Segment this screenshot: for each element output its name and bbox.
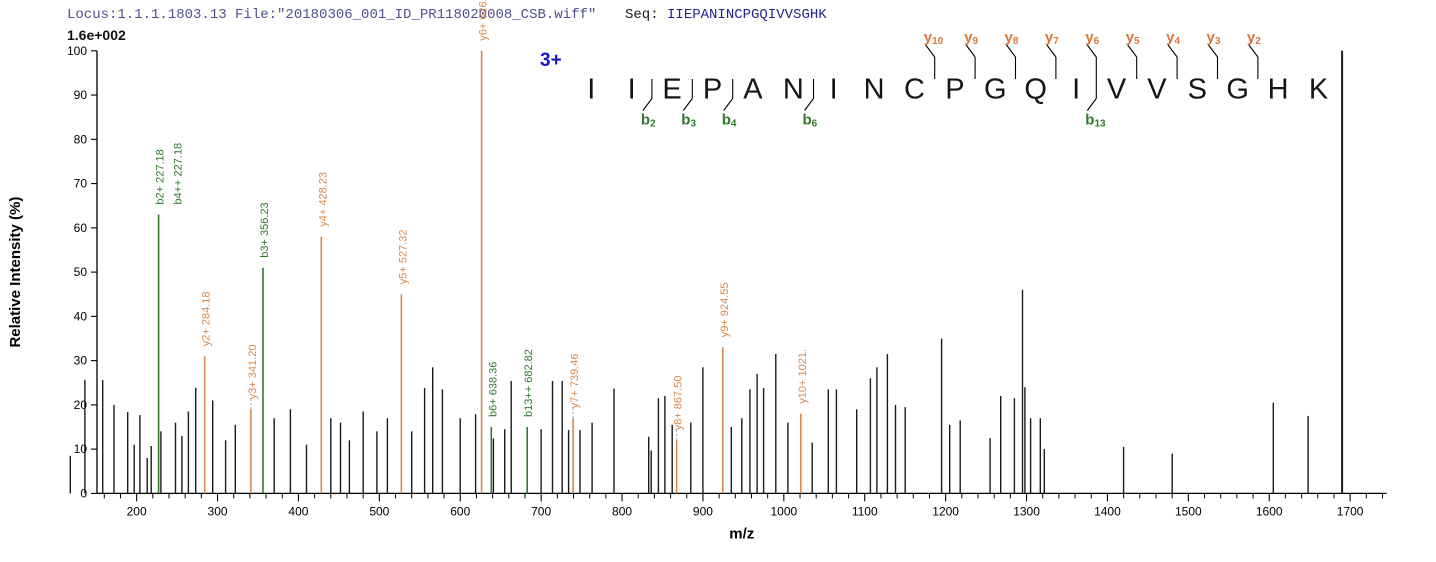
svg-text:S: S [1188,74,1207,106]
svg-text:60: 60 [74,221,88,235]
svg-text:y4: y4 [1166,29,1180,47]
svg-text:b4++ 227.18: b4++ 227.18 [173,143,185,205]
svg-text:b3: b3 [681,112,696,130]
svg-text:200: 200 [127,504,147,518]
svg-text:30: 30 [74,354,88,368]
svg-text:80: 80 [74,132,88,146]
svg-text:P: P [945,74,964,106]
svg-text:A: A [743,74,763,106]
svg-text:I: I [628,74,636,106]
svg-text:1500: 1500 [1175,504,1202,518]
svg-text:G: G [984,74,1007,106]
svg-text:100: 100 [67,44,87,58]
svg-text:y6: y6 [1085,29,1099,47]
svg-text:y10+ 1021.: y10+ 1021. [797,349,809,404]
svg-text:90: 90 [74,88,88,102]
svg-text:40: 40 [74,309,88,323]
svg-text:y9: y9 [964,29,978,47]
svg-text:m/z: m/z [729,525,754,542]
svg-text:y6+ 626.38: y6+ 626.38 [478,0,490,41]
svg-text:y9+ 924.55: y9+ 924.55 [719,283,731,338]
svg-text:N: N [864,74,885,106]
svg-text:y3: y3 [1207,29,1221,47]
svg-text:N: N [783,74,804,106]
svg-text:C: C [904,74,925,106]
svg-text:y8+ 867.50: y8+ 867.50 [673,376,685,431]
svg-text:H: H [1268,74,1289,106]
svg-text:700: 700 [531,504,551,518]
svg-text:3+: 3+ [540,50,562,71]
svg-text:y5+ 527.32: y5+ 527.32 [397,229,409,284]
svg-text:1200: 1200 [932,504,959,518]
svg-text:P: P [703,74,722,106]
svg-text:b13: b13 [1085,112,1106,130]
svg-text:y2: y2 [1247,29,1261,47]
svg-text:50: 50 [74,265,88,279]
svg-text:Relative Intensity (%): Relative Intensity (%) [7,197,24,348]
svg-text:V: V [1147,74,1167,106]
svg-text:I: I [587,74,595,106]
svg-text:y7: y7 [1045,29,1059,47]
svg-text:y7+ 739.46: y7+ 739.46 [569,353,581,408]
svg-text:1100: 1100 [852,504,878,518]
svg-text:1300: 1300 [1013,504,1040,518]
svg-text:400: 400 [288,504,308,518]
svg-text:600: 600 [450,504,470,518]
svg-text:1400: 1400 [1094,504,1121,518]
svg-text:I: I [830,74,838,106]
svg-text:G: G [1226,74,1249,106]
svg-text:y3+ 341.20: y3+ 341.20 [247,345,259,400]
svg-text:1000: 1000 [770,504,797,518]
svg-text:b6+ 638.36: b6+ 638.36 [487,362,499,417]
svg-text:b2: b2 [641,112,656,130]
svg-text:E: E [662,74,681,106]
svg-text:y8: y8 [1005,29,1019,47]
svg-text:y2+ 284.18: y2+ 284.18 [201,291,213,346]
svg-text:300: 300 [208,504,228,518]
svg-text:y4+ 428.23: y4+ 428.23 [317,172,329,227]
svg-text:b2+ 227.18: b2+ 227.18 [155,149,167,204]
svg-text:b4: b4 [722,112,737,130]
svg-text:b3+ 356.23: b3+ 356.23 [259,202,271,257]
svg-text:800: 800 [612,504,632,518]
svg-text:b6: b6 [803,112,818,130]
svg-text:70: 70 [74,177,88,191]
svg-text:1600: 1600 [1256,504,1283,518]
svg-text:0: 0 [80,486,87,500]
svg-text:500: 500 [369,504,389,518]
svg-text:y5: y5 [1126,29,1140,47]
svg-text:V: V [1107,74,1127,106]
svg-text:I: I [1072,74,1080,106]
svg-text:900: 900 [693,504,713,518]
svg-text:K: K [1309,74,1329,106]
svg-text:b13++ 682.82: b13++ 682.82 [523,349,535,417]
svg-text:Q: Q [1024,74,1047,106]
svg-text:1700: 1700 [1337,504,1364,518]
svg-text:y10: y10 [924,29,944,47]
